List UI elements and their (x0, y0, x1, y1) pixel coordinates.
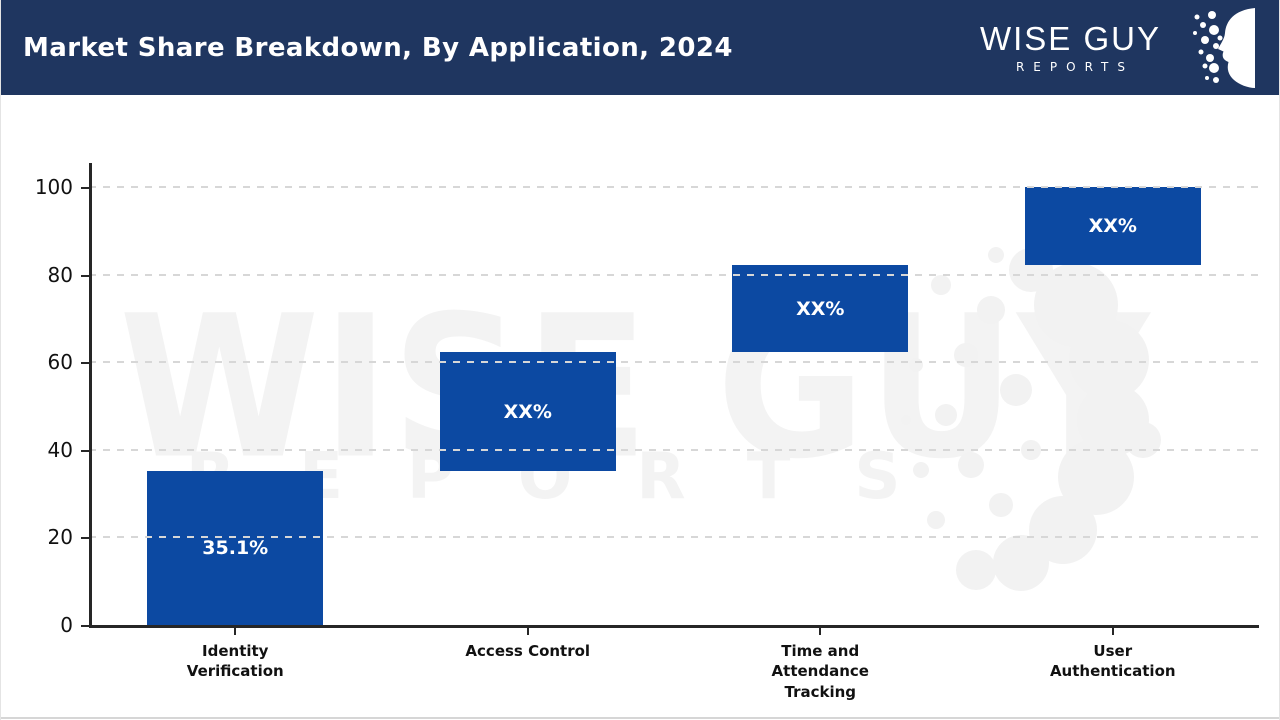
gridline (89, 448, 1259, 451)
bar-value-label: 35.1% (202, 537, 269, 560)
x-axis-line (89, 625, 1259, 628)
brand-face-icon (1193, 7, 1255, 88)
y-tick (81, 187, 89, 189)
bar: XX% (439, 352, 616, 472)
bar-value-label: XX% (1088, 215, 1137, 238)
bar: XX% (1024, 187, 1201, 266)
bar: 35.1% (147, 471, 324, 625)
x-category-label: User Authentication (1049, 642, 1176, 681)
page-title: Market Share Breakdown, By Application, … (23, 32, 733, 63)
y-tick-label: 20 (47, 525, 73, 550)
brand-name: WISE GUY (979, 20, 1161, 57)
x-category-label: Time and Attendance Tracking (771, 642, 869, 701)
x-category-label: Identity Verification (186, 642, 284, 681)
x-tick (819, 627, 822, 635)
gridline (89, 273, 1259, 276)
y-tick (81, 274, 89, 277)
header-band: Market Share Breakdown, By Application, … (1, 0, 1279, 95)
gridline (89, 186, 1259, 188)
x-category-label: Access Control (465, 642, 591, 660)
bottom-border-line (1, 717, 1279, 719)
watermark-face-icon (901, 247, 1161, 591)
y-tick (81, 362, 89, 365)
brand-logo-text: WISE GUY REPORTS (980, 22, 1161, 73)
y-tick-label: 60 (47, 350, 73, 375)
bar-value-label: XX% (796, 297, 845, 320)
x-tick (1111, 627, 1114, 635)
y-tick-label: 100 (34, 175, 73, 199)
plot-area: WISE GUY REPORTS 0 20 40 60 80 100 35.1% Identi… (1, 95, 1279, 720)
y-tick (81, 625, 89, 627)
y-tick-label: 40 (47, 437, 73, 462)
y-tick (81, 537, 89, 540)
gridline (89, 536, 1259, 539)
x-tick (526, 627, 529, 635)
bar: XX% (732, 265, 909, 353)
y-tick-label: 0 (60, 613, 73, 637)
bar-value-label: XX% (503, 400, 552, 423)
y-axis-line (89, 163, 92, 627)
x-tick (234, 627, 237, 635)
gridline (89, 361, 1259, 364)
y-tick (81, 449, 89, 452)
brand-logo: WISE GUY REPORTS (980, 5, 1259, 91)
brand-subtitle: REPORTS (1015, 60, 1134, 74)
y-tick-label: 80 (47, 262, 73, 287)
